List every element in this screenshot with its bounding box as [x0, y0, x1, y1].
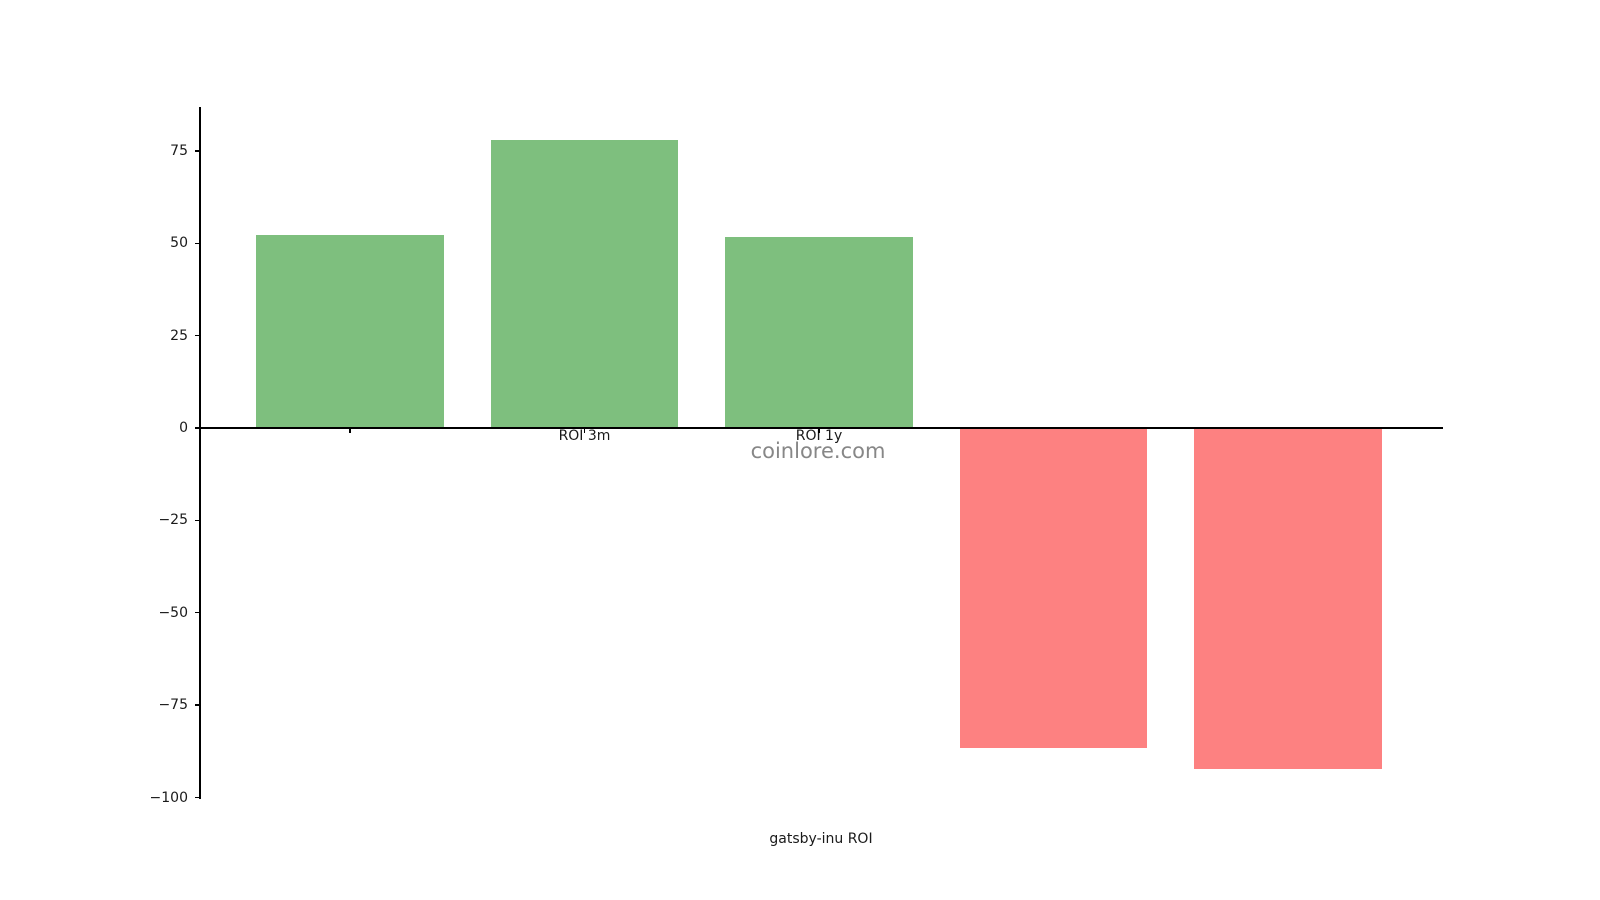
bar-4 [959, 428, 1148, 749]
y-axis-line [199, 106, 201, 799]
y-tick [194, 519, 200, 522]
x-tick-label: ROI 1y [795, 428, 843, 444]
x-axis-title: gatsby-inu ROI [769, 831, 873, 847]
bar-1 [256, 235, 444, 428]
x-tick [818, 427, 820, 433]
y-tick-label: −50 [158, 604, 188, 621]
y-tick [194, 612, 200, 614]
watermark-text: coinlore.com [750, 439, 886, 463]
x-axis-zero-line [199, 427, 1443, 429]
y-tick-label: −75 [158, 697, 188, 714]
x-tick [349, 427, 351, 433]
bar-2 [490, 140, 679, 428]
y-tick-label: 50 [170, 235, 188, 252]
y-tick [194, 242, 200, 244]
y-tick [194, 796, 200, 799]
y-tick-label: −25 [158, 512, 188, 529]
y-tick-label: 25 [170, 327, 188, 344]
x-tick [583, 427, 586, 433]
y-tick [194, 427, 200, 429]
y-tick [194, 334, 200, 337]
y-tick-label: 75 [170, 142, 188, 159]
y-tick-label: 0 [179, 420, 188, 436]
x-tick-label: ROI 3m [558, 428, 611, 444]
y-tick [194, 704, 200, 706]
bar-3 [725, 236, 913, 428]
y-tick-label: −100 [149, 789, 188, 806]
bar-5 [1194, 428, 1382, 770]
y-tick [194, 150, 200, 152]
